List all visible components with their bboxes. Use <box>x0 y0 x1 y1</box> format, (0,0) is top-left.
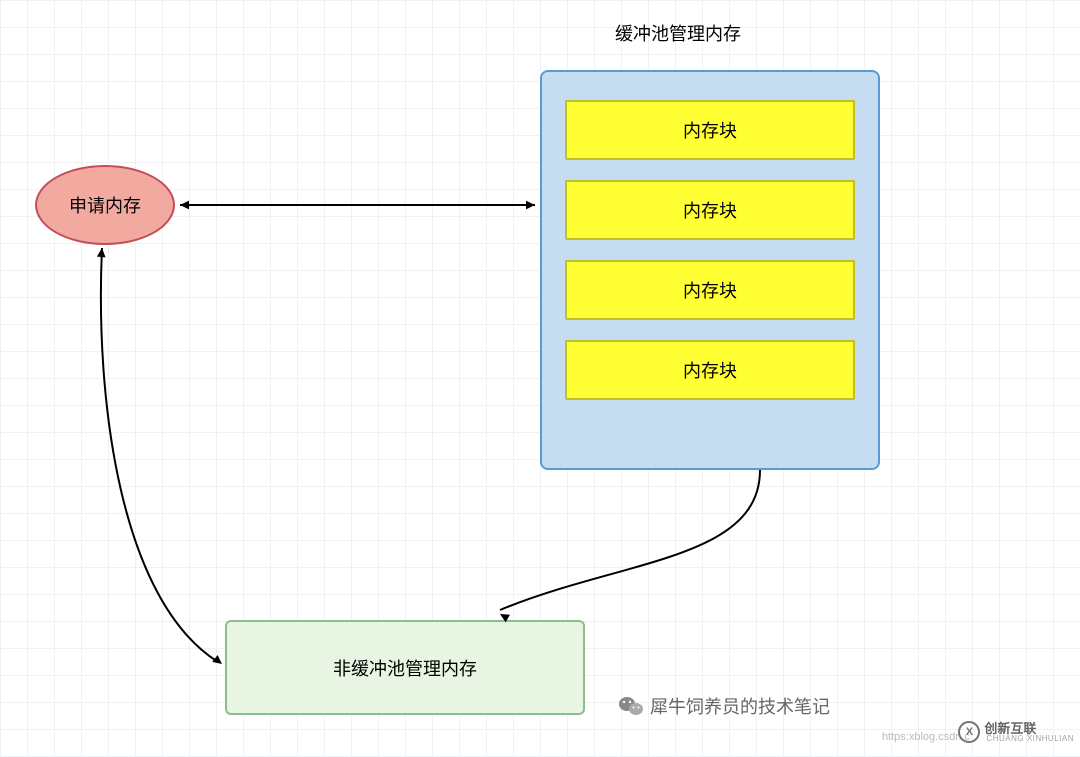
node-memory-block: 内存块 <box>565 180 855 240</box>
watermark-wechat: 犀牛饲养员的技术笔记 <box>618 693 830 719</box>
brand-logo-icon: X <box>958 721 980 743</box>
watermark-brand-sub: CHUANG XINHULIAN <box>986 735 1074 743</box>
node-nonpool-memory: 非缓冲池管理内存 <box>225 620 585 715</box>
diagram-canvas: 缓冲池管理内存 申请内存 内存块 内存块 内存块 内存块 非缓冲池管理内存 <box>0 0 1080 757</box>
node-memory-block: 内存块 <box>565 260 855 320</box>
node-request-memory: 申请内存 <box>35 165 175 245</box>
watermark-wechat-text: 犀牛饲养员的技术笔记 <box>650 693 830 719</box>
node-memory-block: 内存块 <box>565 340 855 400</box>
memory-block-label: 内存块 <box>683 197 737 223</box>
node-request-memory-label: 申请内存 <box>69 192 141 218</box>
node-nonpool-memory-label: 非缓冲池管理内存 <box>333 655 477 681</box>
node-memory-block: 内存块 <box>565 100 855 160</box>
memory-block-label: 内存块 <box>683 277 737 303</box>
watermark-brand: X 创新互联 CHUANG XINHULIAN <box>952 721 1074 743</box>
diagram-title: 缓冲池管理内存 <box>615 20 741 46</box>
memory-block-label: 内存块 <box>683 357 737 383</box>
memory-block-label: 内存块 <box>683 117 737 143</box>
watermark-brand-text: 创新互联 <box>984 722 1074 735</box>
